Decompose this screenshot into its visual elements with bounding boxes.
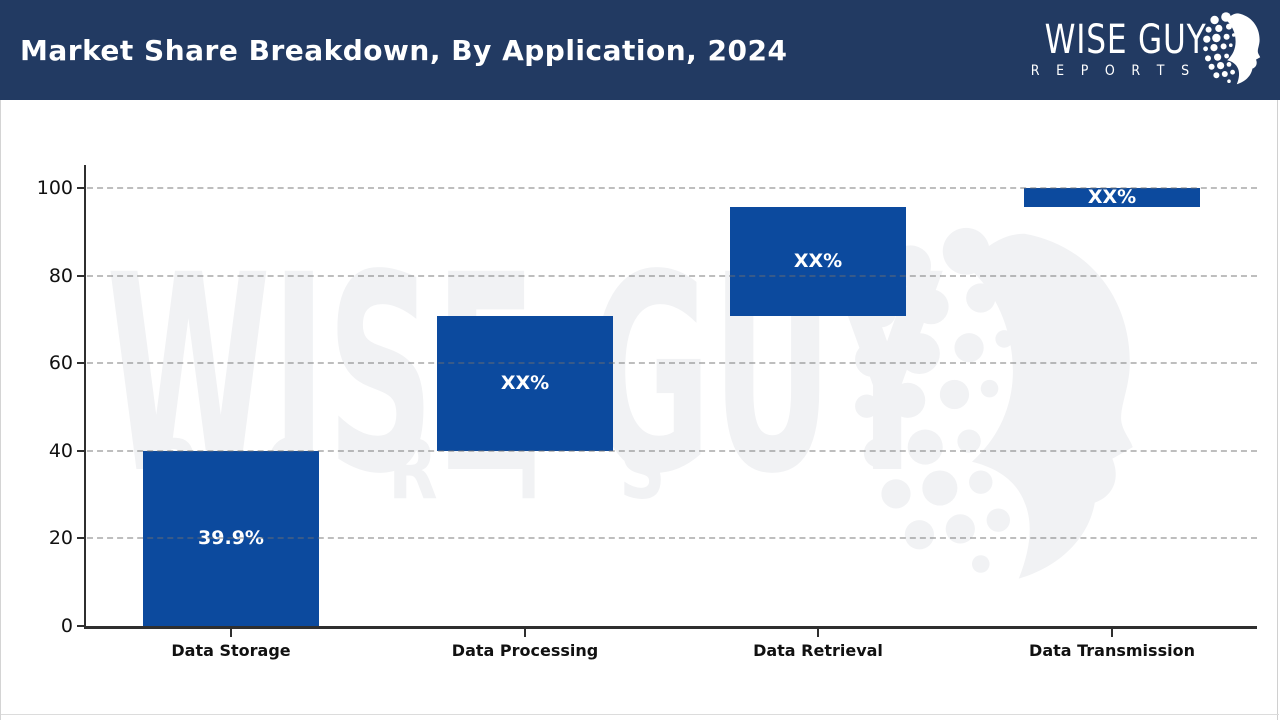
- y-tick-label-20: 20: [48, 527, 73, 550]
- x-tick-label-4: Data Transmission: [1029, 641, 1195, 660]
- bar-value-label: XX%: [1087, 185, 1137, 208]
- y-tick-20: [77, 537, 86, 540]
- y-tick-60: [77, 362, 86, 365]
- x-tick-3: [817, 629, 819, 637]
- x-tick-label-2: Data Processing: [451, 641, 599, 660]
- gridline-100: [87, 187, 1257, 189]
- y-tick-label-40: 40: [48, 439, 73, 462]
- bar-data-storage: 39.9%: [143, 451, 319, 626]
- x-axis-line: [84, 626, 1257, 629]
- logo-text: WISE GUY R E P O R T S: [999, 20, 1206, 80]
- header: Market Share Breakdown, By Application, …: [0, 0, 1280, 100]
- y-tick-100: [77, 187, 86, 189]
- y-tick-label-0: 0: [60, 615, 73, 637]
- y-axis-line: [84, 165, 86, 629]
- bar-value-label: XX%: [793, 249, 843, 272]
- logo-reports-text: R E P O R T S: [1030, 63, 1195, 79]
- x-tick-label-3: Data Retrieval: [753, 641, 883, 660]
- chart-area: WISE GUY P O R T S 0 20 40 60 80 100 39.9% XX% X…: [0, 100, 1279, 720]
- gridline-20: [87, 537, 1257, 540]
- x-tick-4: [1111, 629, 1113, 637]
- x-tick-1: [230, 629, 232, 637]
- logo-face-icon: [1202, 10, 1268, 90]
- y-tick-label-100: 100: [36, 177, 73, 199]
- logo-wise-guy-text: WISE GUY: [1044, 17, 1206, 63]
- y-tick-label-80: 80: [48, 264, 73, 287]
- bar-data-processing: XX%: [437, 315, 613, 452]
- y-tick-40: [77, 449, 86, 452]
- x-tick-2: [524, 629, 526, 637]
- y-tick-0: [77, 625, 86, 627]
- gridline-60: [87, 362, 1257, 365]
- bar-value-label: 39.9%: [198, 527, 264, 550]
- x-tick-label-1: Data Storage: [171, 641, 291, 660]
- y-tick-label-60: 60: [48, 352, 73, 375]
- bar-data-retrieval: XX%: [730, 206, 906, 316]
- chart-title: Market Share Breakdown, By Application, …: [20, 34, 788, 67]
- bar-value-label: XX%: [500, 372, 550, 395]
- bar-data-transmission: XX%: [1024, 185, 1200, 208]
- gridline-40: [87, 449, 1257, 452]
- wiseguy-logo: WISE GUY R E P O R T S: [999, 8, 1268, 92]
- y-tick-80: [77, 274, 86, 277]
- bottom-border-line: [1, 714, 1279, 715]
- gridline-80: [87, 274, 1257, 277]
